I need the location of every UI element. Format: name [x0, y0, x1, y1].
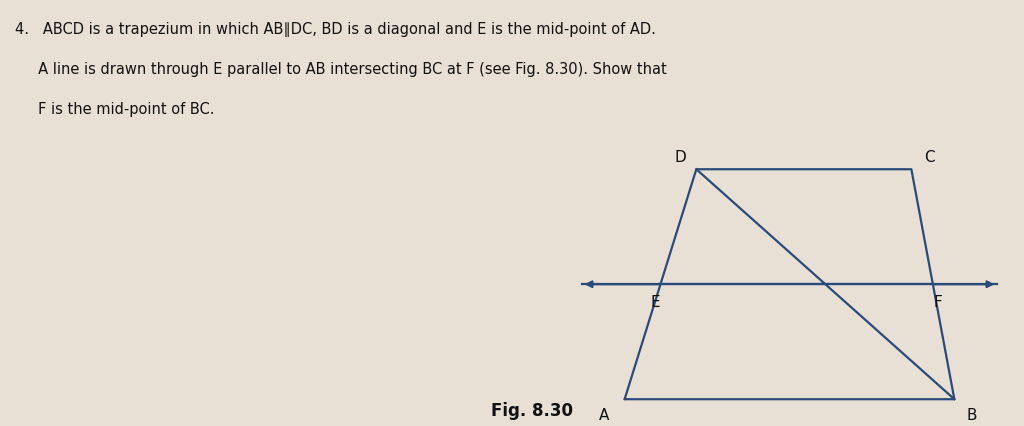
Text: A line is drawn through E parallel to AB intersecting BC at F (see Fig. 8.30). S: A line is drawn through E parallel to AB…: [15, 62, 667, 77]
Text: A: A: [599, 407, 609, 422]
Text: F: F: [934, 294, 942, 309]
Text: E: E: [650, 294, 660, 309]
Text: D: D: [675, 150, 686, 165]
Text: C: C: [924, 150, 934, 165]
Text: Fig. 8.30: Fig. 8.30: [492, 401, 573, 419]
Text: B: B: [967, 407, 977, 422]
Text: F is the mid-point of BC.: F is the mid-point of BC.: [15, 101, 215, 116]
Text: 4.   ABCD is a trapezium in which AB∥DC, BD is a diagonal and E is the mid-point: 4. ABCD is a trapezium in which AB∥DC, B…: [15, 22, 656, 37]
